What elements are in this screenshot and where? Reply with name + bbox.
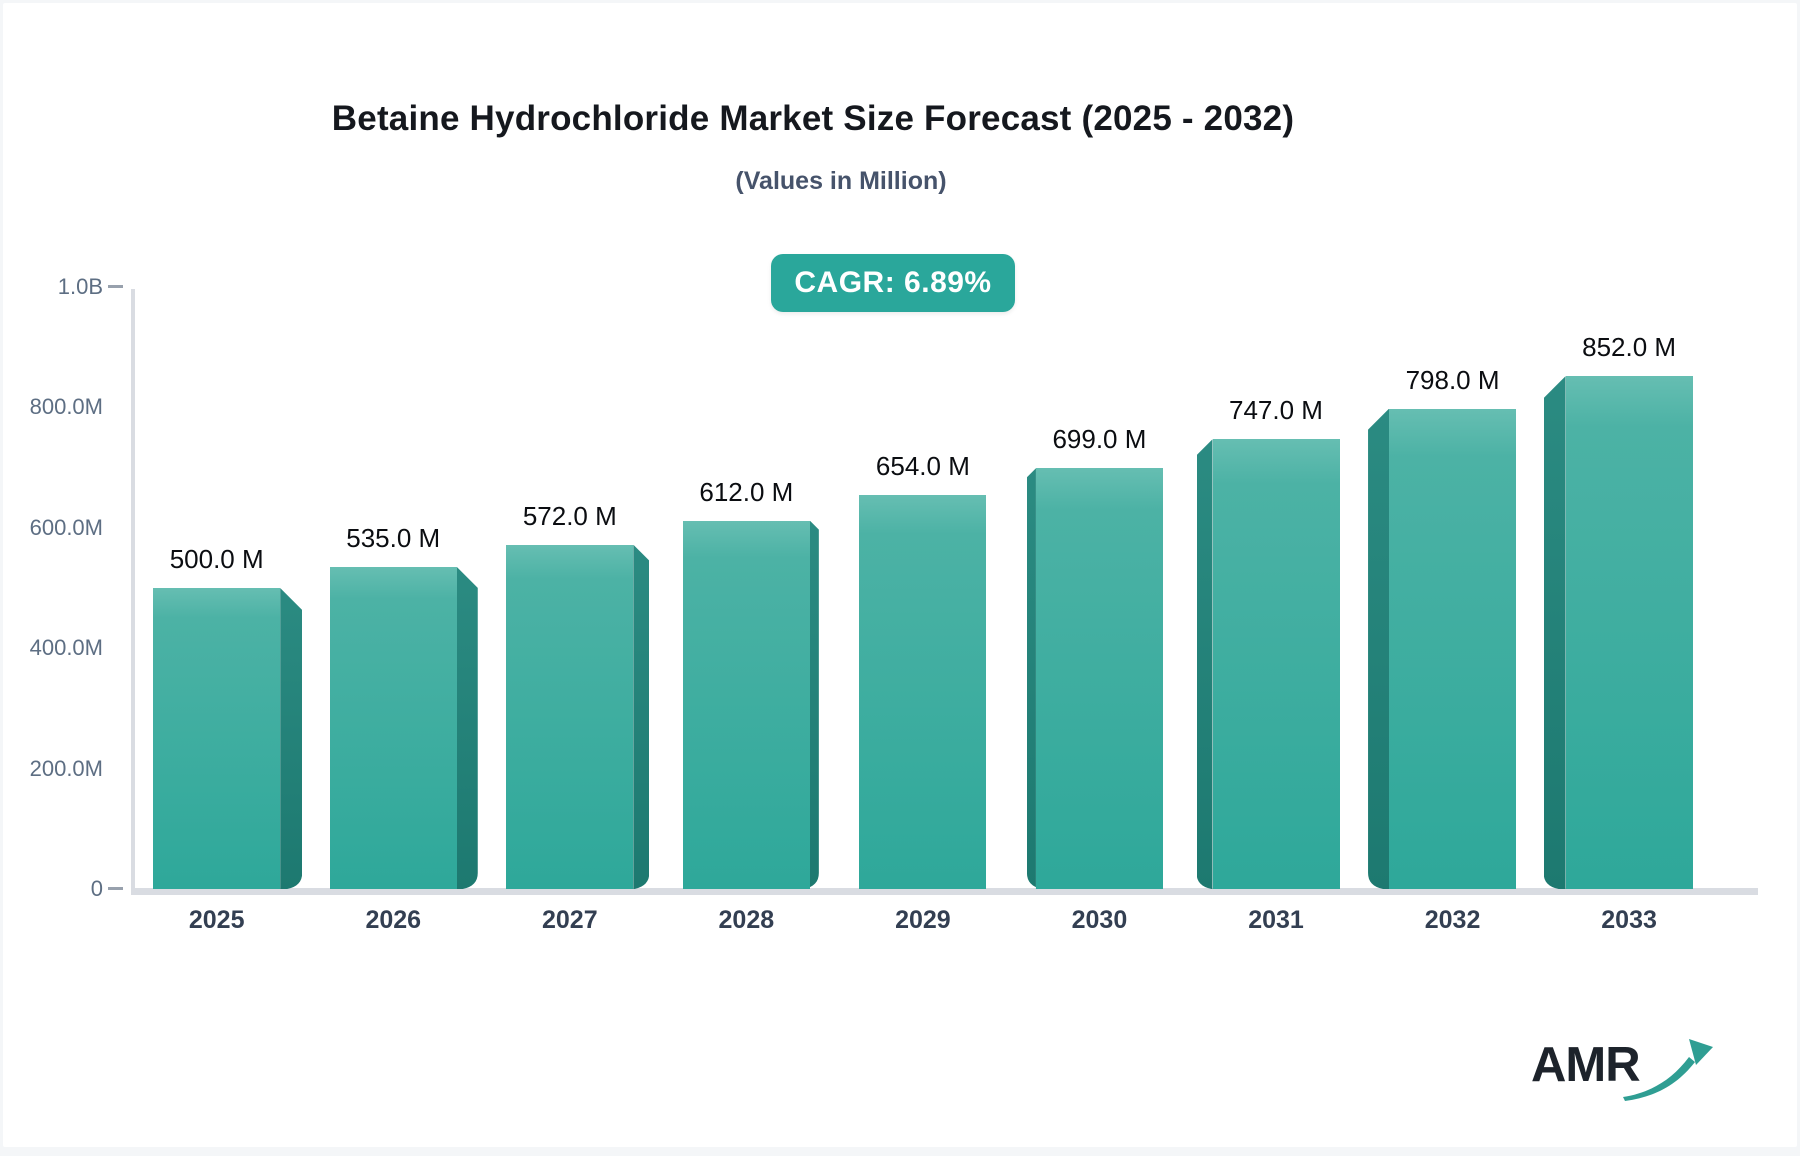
cagr-badge: CAGR: 6.89% bbox=[771, 254, 1015, 312]
bar bbox=[682, 520, 810, 889]
bar-value-label: 798.0 M bbox=[1405, 364, 1500, 395]
bar-value-label: 654.0 M bbox=[875, 451, 970, 482]
bar-side-bevel bbox=[1544, 376, 1566, 889]
y-tick-label: 400.0M bbox=[29, 635, 103, 661]
bar bbox=[1565, 376, 1693, 889]
x-tick-label: 2026 bbox=[365, 906, 422, 934]
bar-value-label: 612.0 M bbox=[699, 476, 794, 507]
bar bbox=[1035, 468, 1163, 889]
chart-title: Betaine Hydrochloride Market Size Foreca… bbox=[331, 99, 1295, 138]
bar-side-bevel bbox=[633, 545, 649, 889]
x-tick-label: 2025 bbox=[188, 906, 245, 934]
bar-value-label: 572.0 M bbox=[522, 500, 617, 531]
bar-value-label: 500.0 M bbox=[169, 544, 264, 574]
bar-side-bevel bbox=[457, 567, 478, 889]
x-tick-label: 2028 bbox=[718, 906, 775, 934]
bar bbox=[859, 495, 987, 889]
chart-subtitle: (Values in Million) bbox=[735, 167, 947, 195]
bar-side-bevel bbox=[810, 521, 819, 889]
y-tick-dash bbox=[108, 887, 123, 890]
bar-value-label: 699.0 M bbox=[1052, 424, 1147, 455]
bar bbox=[506, 544, 634, 889]
bar-value-label: 852.0 M bbox=[1582, 332, 1677, 363]
x-tick-label: 2030 bbox=[1071, 906, 1128, 934]
x-tick-label: 2031 bbox=[1248, 906, 1304, 934]
bar-side-bevel bbox=[1027, 468, 1036, 889]
bar-side-bevel bbox=[280, 588, 302, 889]
bar bbox=[1389, 408, 1517, 889]
bar-side-bevel bbox=[1368, 409, 1389, 889]
x-tick-label: 2033 bbox=[1601, 906, 1657, 934]
amr-logo-arrow-icon bbox=[1623, 1039, 1713, 1101]
x-tick-label: 2032 bbox=[1424, 906, 1481, 934]
y-tick-label: 200.0M bbox=[29, 755, 103, 781]
bar bbox=[329, 566, 457, 889]
y-tick-dash bbox=[108, 285, 123, 288]
bar bbox=[153, 588, 281, 889]
bar bbox=[1212, 439, 1340, 889]
cagr-badge-label: CAGR: 6.89% bbox=[794, 266, 992, 299]
bar-side-bevel bbox=[1197, 439, 1213, 889]
y-tick-label: 600.0M bbox=[29, 514, 103, 540]
amr-logo-text: AMR bbox=[1531, 1038, 1641, 1092]
y-tick-label: 800.0M bbox=[29, 394, 103, 420]
y-axis-line bbox=[131, 289, 135, 892]
amr-logo: AMR bbox=[1531, 1035, 1721, 1115]
bar-value-label: 535.0 M bbox=[346, 522, 441, 553]
bar-value-label: 747.0 M bbox=[1229, 395, 1323, 426]
x-tick-label: 2027 bbox=[541, 906, 598, 934]
x-axis-line bbox=[131, 888, 1758, 895]
chart-card: Betaine Hydrochloride Market Size Foreca… bbox=[3, 3, 1797, 1147]
x-tick-label: 2029 bbox=[895, 906, 951, 934]
y-tick-label: 0 bbox=[90, 876, 103, 901]
y-tick-label: 1.0B bbox=[57, 274, 103, 299]
